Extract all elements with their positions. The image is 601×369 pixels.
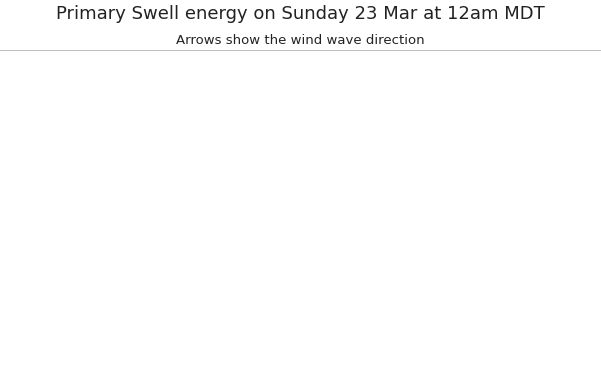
Text: Primary Swell energy on Sunday 23 Mar at 12am MDT: Primary Swell energy on Sunday 23 Mar at…	[56, 5, 545, 23]
Text: Arrows show the wind wave direction: Arrows show the wind wave direction	[176, 34, 425, 47]
Text: cartopy required: cartopy required	[243, 203, 358, 217]
